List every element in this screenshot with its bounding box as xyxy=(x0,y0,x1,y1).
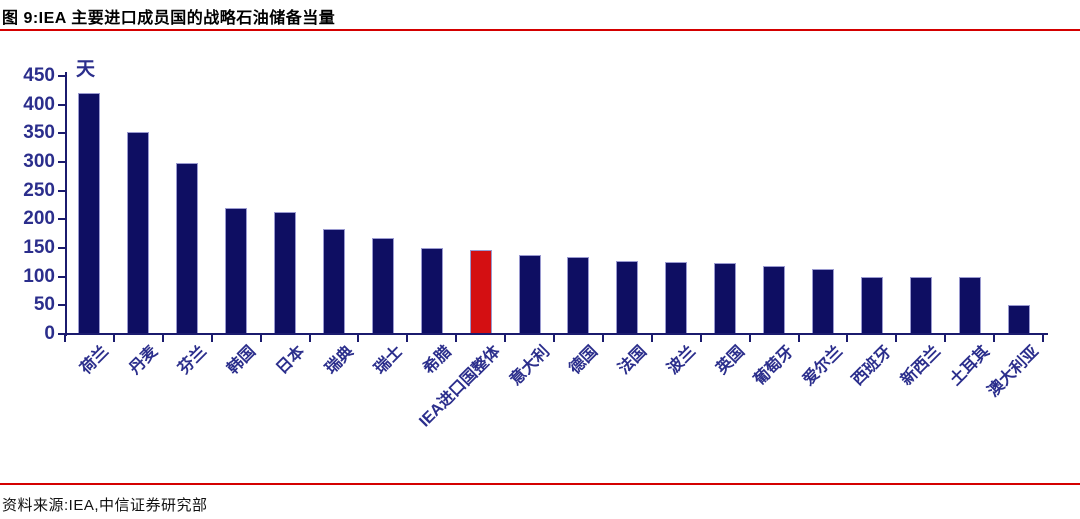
x-tick-mark xyxy=(260,335,262,342)
x-tick-mark xyxy=(846,335,848,342)
x-category-label: 西班牙 xyxy=(848,343,895,389)
y-tick-label: 450 xyxy=(23,65,55,86)
x-category-label: 葡萄牙 xyxy=(751,343,798,389)
x-axis-line xyxy=(64,333,1048,335)
x-category-label: 法国 xyxy=(615,343,651,378)
x-tick-mark xyxy=(749,335,751,342)
bar xyxy=(666,263,686,334)
bar xyxy=(1009,306,1029,334)
x-tick-mark xyxy=(113,335,115,342)
bar xyxy=(520,256,540,334)
x-tick-mark xyxy=(1042,335,1044,342)
x-tick-mark xyxy=(651,335,653,342)
x-tick-mark xyxy=(798,335,800,342)
x-tick-mark xyxy=(602,335,604,342)
footer-rule xyxy=(0,483,1080,485)
y-tick-label: 0 xyxy=(44,323,55,344)
x-tick-mark xyxy=(944,335,946,342)
figure-title: 图 9:IEA 主要进口成员国的战略石油储备当量 xyxy=(2,10,336,27)
x-tick-mark xyxy=(162,335,164,342)
x-category-label: 瑞典 xyxy=(322,343,357,378)
y-tick-mark xyxy=(58,304,65,307)
y-tick-mark xyxy=(58,247,65,249)
y-tick-mark xyxy=(58,218,65,221)
y-tick-mark xyxy=(58,333,65,335)
y-tick-label: 300 xyxy=(23,151,55,172)
x-tick-mark xyxy=(700,335,702,342)
y-tick-label: 400 xyxy=(23,93,55,115)
bar xyxy=(862,278,882,334)
bar xyxy=(813,270,833,334)
y-axis-line xyxy=(65,72,67,336)
y-axis-unit-label: 天 xyxy=(76,59,96,80)
y-tick-label: 100 xyxy=(23,265,55,287)
x-tick-mark xyxy=(211,335,213,342)
y-tick-mark xyxy=(58,103,65,106)
x-tick-mark xyxy=(357,335,359,342)
y-tick-mark xyxy=(58,132,65,135)
x-tick-mark xyxy=(309,335,311,342)
bar-chart: 天 0 50 100 150 200 250 300 350 400 450 荷兰 丹麦 芬兰 韩国 日本瑞… xyxy=(23,59,1048,430)
x-category-label: 新西兰 xyxy=(897,343,944,389)
x-category-label: 爱尔兰 xyxy=(800,343,846,389)
source-note: 资料来源:IEA,中信证券研究部 xyxy=(2,497,208,514)
y-tick-mark xyxy=(58,275,65,278)
x-category-label: 德国 xyxy=(566,343,602,378)
bar xyxy=(764,267,784,334)
bar xyxy=(960,278,980,334)
x-tick-mark xyxy=(64,335,66,342)
x-category-label: 韩国 xyxy=(224,343,260,378)
y-tick-mark xyxy=(58,75,65,77)
x-tick-mark xyxy=(504,335,506,342)
x-tick-mark xyxy=(895,335,897,342)
bar xyxy=(911,278,931,334)
title-underline xyxy=(0,29,1080,31)
bar xyxy=(568,258,588,334)
bar xyxy=(422,249,442,334)
x-category-label: 澳大利亚 xyxy=(984,343,1042,401)
x-category-label: 瑞士 xyxy=(371,343,406,378)
x-category-label: 土耳其 xyxy=(946,343,993,389)
x-tick-mark xyxy=(455,335,457,342)
bar xyxy=(324,230,344,334)
bar xyxy=(715,264,735,334)
x-category-label: 波兰 xyxy=(664,343,700,378)
x-category-label: 英国 xyxy=(713,343,749,378)
bar xyxy=(226,209,246,334)
bar xyxy=(373,239,393,334)
bar xyxy=(79,94,99,334)
x-tick-mark xyxy=(993,335,995,342)
y-tick-label: 150 xyxy=(23,237,55,258)
y-tick-label: 350 xyxy=(23,122,55,144)
bar xyxy=(128,133,148,334)
x-category-label: 丹麦 xyxy=(126,343,162,378)
y-tick-mark xyxy=(58,189,65,192)
x-tick-mark xyxy=(553,335,555,342)
x-category-label: 芬兰 xyxy=(175,343,211,378)
y-tick-label: 200 xyxy=(23,208,55,230)
bar xyxy=(617,262,637,334)
bar-highlight xyxy=(471,251,491,334)
y-tick-label: 250 xyxy=(23,179,55,201)
y-tick-label: 50 xyxy=(33,294,55,316)
x-tick-mark xyxy=(406,335,408,342)
y-tick-mark xyxy=(58,161,65,163)
x-category-label: 希腊 xyxy=(420,343,455,378)
bar xyxy=(275,213,295,334)
x-category-label: 日本 xyxy=(273,343,309,378)
bar xyxy=(177,164,197,334)
x-category-label: 意大利 xyxy=(506,343,553,389)
x-category-label: 荷兰 xyxy=(77,343,113,378)
